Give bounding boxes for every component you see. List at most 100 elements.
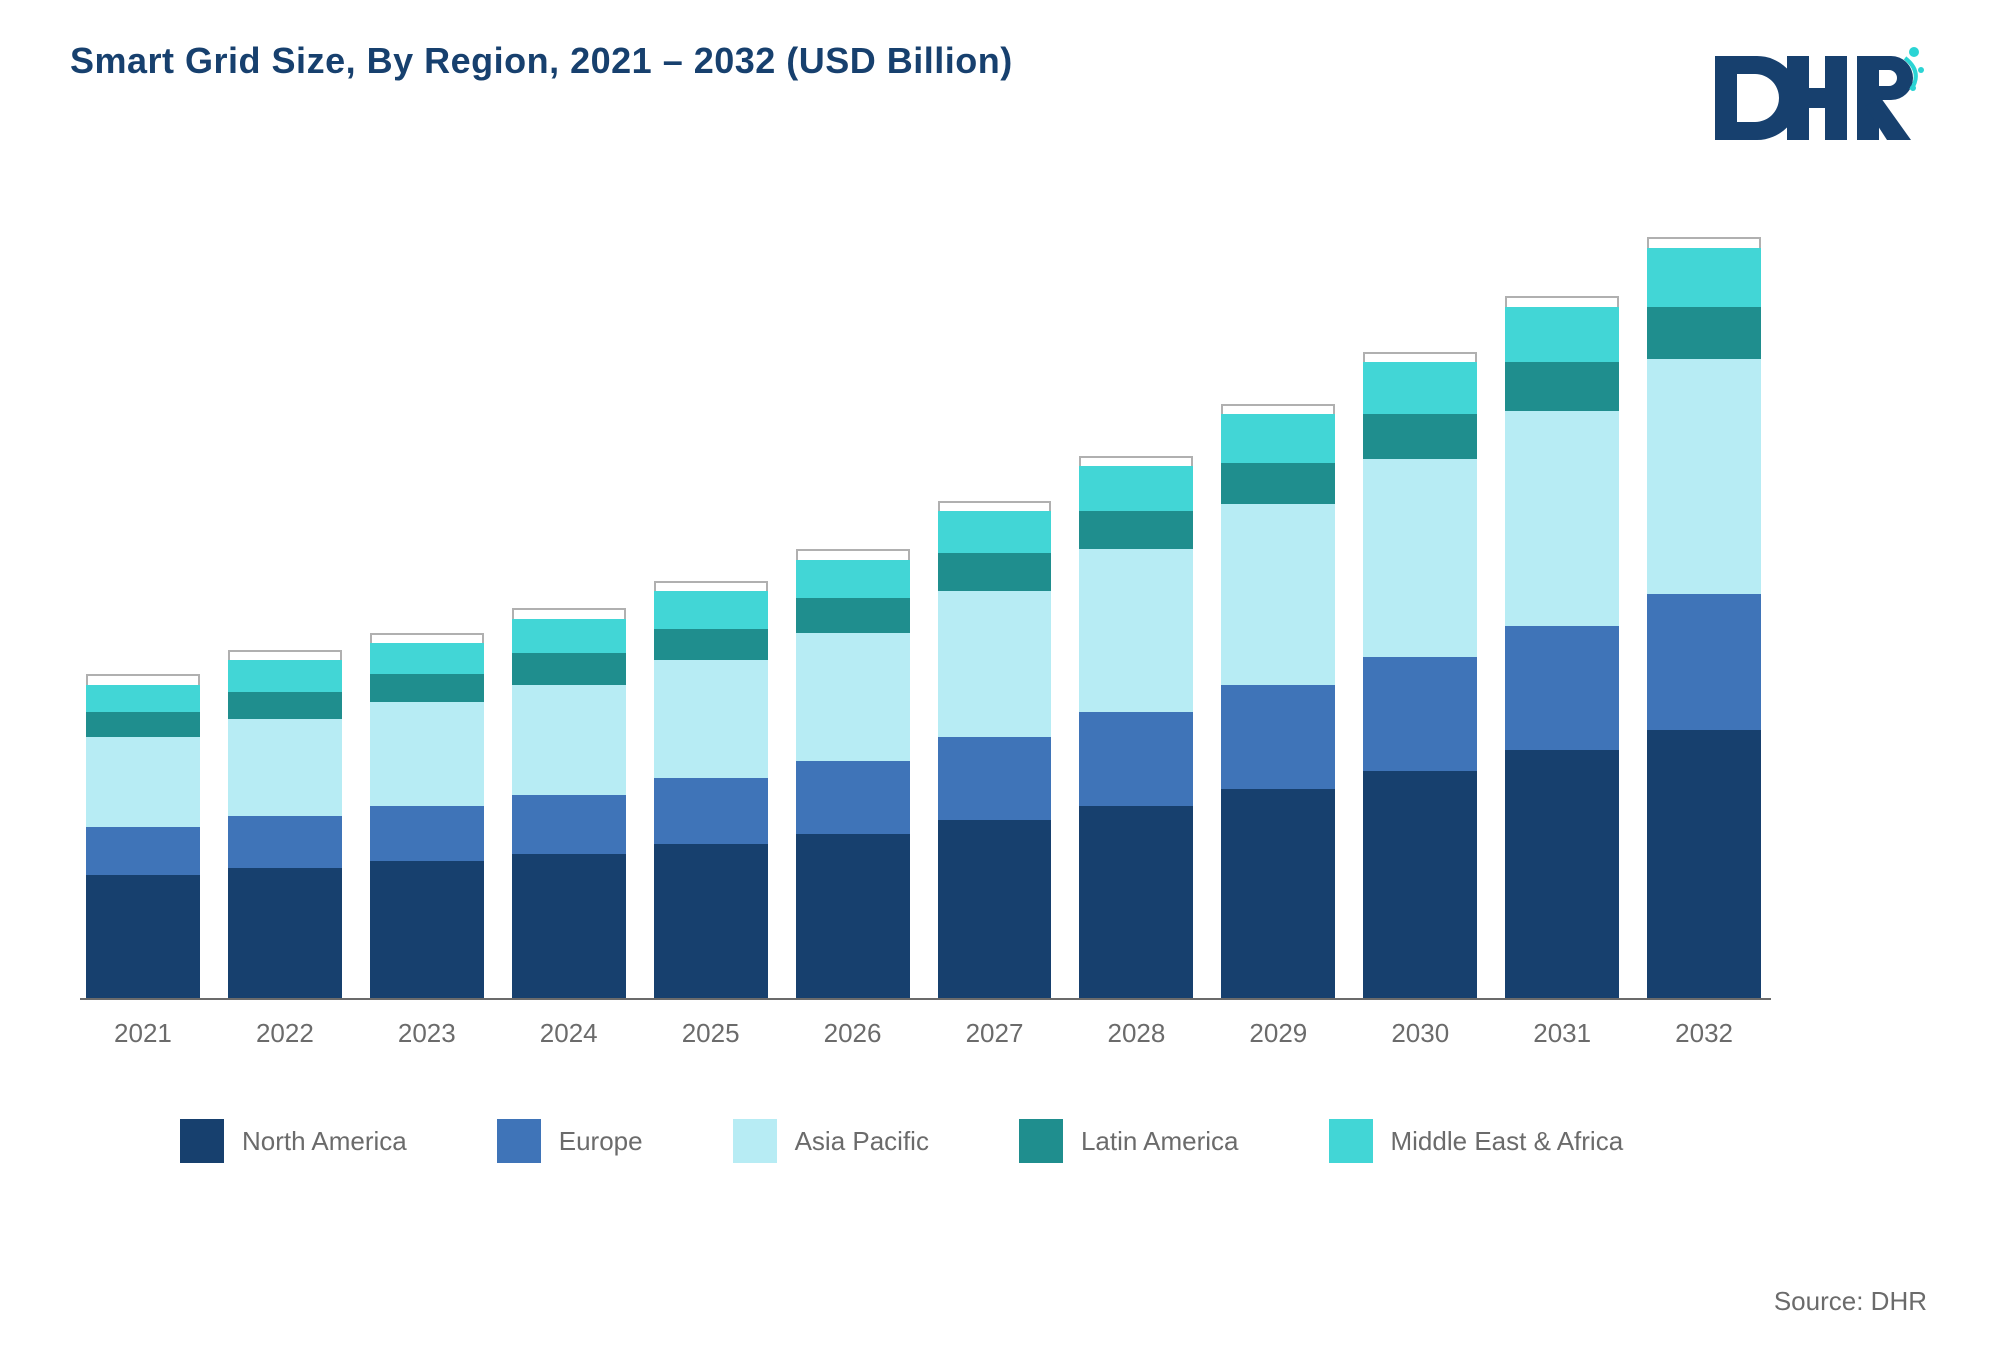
- bar-segment: [512, 854, 626, 1000]
- x-axis-labels: 2021202220232024202520262027202820292030…: [80, 1018, 1767, 1049]
- bar-segment: [1221, 504, 1335, 684]
- bar-column: [512, 608, 626, 1000]
- bar-segment: [654, 591, 768, 629]
- x-axis-label: 2030: [1363, 1018, 1477, 1049]
- legend-item: Asia Pacific: [733, 1119, 929, 1163]
- bar-segment: [1363, 414, 1477, 459]
- bar-segment: [938, 820, 1052, 1000]
- x-axis-label: 2024: [512, 1018, 626, 1049]
- bar-top-outline: [654, 581, 768, 591]
- bar-segment: [796, 560, 910, 598]
- bar-segment: [86, 737, 200, 827]
- bar-segment: [1363, 771, 1477, 1000]
- bar-segment: [228, 868, 342, 1000]
- bar-column: [1505, 296, 1619, 1000]
- bar-column: [796, 549, 910, 1000]
- bar-segment: [1505, 307, 1619, 362]
- brand-logo: [1707, 40, 1927, 160]
- bar-top-outline: [796, 549, 910, 559]
- bar-segment: [654, 629, 768, 660]
- x-axis-label: 2022: [228, 1018, 342, 1049]
- x-axis-line: [80, 998, 1771, 1000]
- bar-segment: [654, 844, 768, 1000]
- legend-label: Latin America: [1081, 1126, 1239, 1157]
- bar-segment: [1363, 459, 1477, 657]
- legend-swatch: [180, 1119, 224, 1163]
- bar-segment: [1221, 414, 1335, 463]
- bar-top-outline: [512, 608, 626, 618]
- bar-segment: [512, 795, 626, 854]
- bar-segment: [654, 660, 768, 778]
- bar-column: [1647, 237, 1761, 1000]
- bar-segment: [1647, 594, 1761, 729]
- legend-item: Europe: [497, 1119, 643, 1163]
- bar-segment: [228, 719, 342, 816]
- legend-label: North America: [242, 1126, 407, 1157]
- bar-segment: [228, 692, 342, 720]
- bar-segment: [512, 685, 626, 796]
- bar-top-outline: [1505, 296, 1619, 306]
- bar-segment: [370, 702, 484, 806]
- bar-column: [1363, 352, 1477, 1000]
- x-axis-label: 2026: [796, 1018, 910, 1049]
- legend-label: Middle East & Africa: [1391, 1126, 1624, 1157]
- legend-swatch: [1329, 1119, 1373, 1163]
- bar-segment: [1647, 359, 1761, 595]
- header-row: Smart Grid Size, By Region, 2021 – 2032 …: [70, 40, 1927, 160]
- bar-segment: [938, 737, 1052, 820]
- bar-segment: [1647, 307, 1761, 359]
- bar-segment: [228, 660, 342, 691]
- bar-column: [938, 501, 1052, 1000]
- bar-column: [654, 581, 768, 1000]
- bar-segment: [654, 778, 768, 844]
- bar-segment: [1647, 730, 1761, 1000]
- bar-segment: [370, 643, 484, 674]
- legend-item: North America: [180, 1119, 407, 1163]
- bar-segment: [1505, 411, 1619, 626]
- bar-segment: [1647, 248, 1761, 307]
- dhr-logo-icon: [1707, 40, 1927, 160]
- bar-top-outline: [1647, 237, 1761, 247]
- bar-top-outline: [370, 633, 484, 643]
- bar-segment: [1221, 463, 1335, 505]
- bar-top-outline: [1079, 456, 1193, 466]
- bar-segment: [86, 875, 200, 1000]
- legend-label: Asia Pacific: [795, 1126, 929, 1157]
- bar-column: [228, 650, 342, 1000]
- bar-segment: [938, 553, 1052, 591]
- bar-segment: [1363, 362, 1477, 414]
- bar-segment: [512, 653, 626, 684]
- legend-swatch: [733, 1119, 777, 1163]
- x-axis-label: 2023: [370, 1018, 484, 1049]
- bar-segment: [86, 827, 200, 876]
- bar-segment: [1505, 626, 1619, 751]
- x-axis-label: 2025: [654, 1018, 768, 1049]
- source-attribution: Source: DHR: [1774, 1286, 1927, 1317]
- bar-segment: [1079, 806, 1193, 1000]
- x-axis-label: 2021: [86, 1018, 200, 1049]
- legend-label: Europe: [559, 1126, 643, 1157]
- bar-segment: [1079, 549, 1193, 712]
- bar-segment: [796, 598, 910, 633]
- legend: North America Europe Asia Pacific Latin Ame…: [180, 1119, 1927, 1163]
- bar-top-outline: [1221, 404, 1335, 414]
- bar-segment: [370, 806, 484, 861]
- bar-segment: [938, 511, 1052, 553]
- x-axis-label: 2028: [1079, 1018, 1193, 1049]
- bar-segment: [796, 633, 910, 761]
- bar-segment: [1505, 750, 1619, 1000]
- legend-swatch: [497, 1119, 541, 1163]
- bar-column: [86, 674, 200, 1000]
- bars-row: [80, 220, 1767, 1000]
- bar-top-outline: [86, 674, 200, 684]
- chart-area: [80, 220, 1767, 1000]
- bar-segment: [370, 861, 484, 1000]
- x-axis-label: 2032: [1647, 1018, 1761, 1049]
- bar-top-outline: [938, 501, 1052, 511]
- bar-top-outline: [1363, 352, 1477, 362]
- legend-item: Middle East & Africa: [1329, 1119, 1624, 1163]
- x-axis-label: 2027: [938, 1018, 1052, 1049]
- bar-segment: [796, 834, 910, 1000]
- bar-segment: [1221, 685, 1335, 789]
- bar-column: [1221, 404, 1335, 1000]
